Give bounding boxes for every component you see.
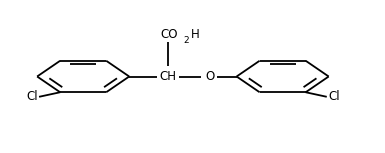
Text: CH: CH xyxy=(159,70,176,83)
Text: Cl: Cl xyxy=(328,90,340,103)
Text: Cl: Cl xyxy=(26,90,37,103)
Text: CO: CO xyxy=(160,28,177,41)
Text: O: O xyxy=(205,70,214,83)
Text: 2: 2 xyxy=(184,36,189,45)
Text: H: H xyxy=(191,28,200,41)
